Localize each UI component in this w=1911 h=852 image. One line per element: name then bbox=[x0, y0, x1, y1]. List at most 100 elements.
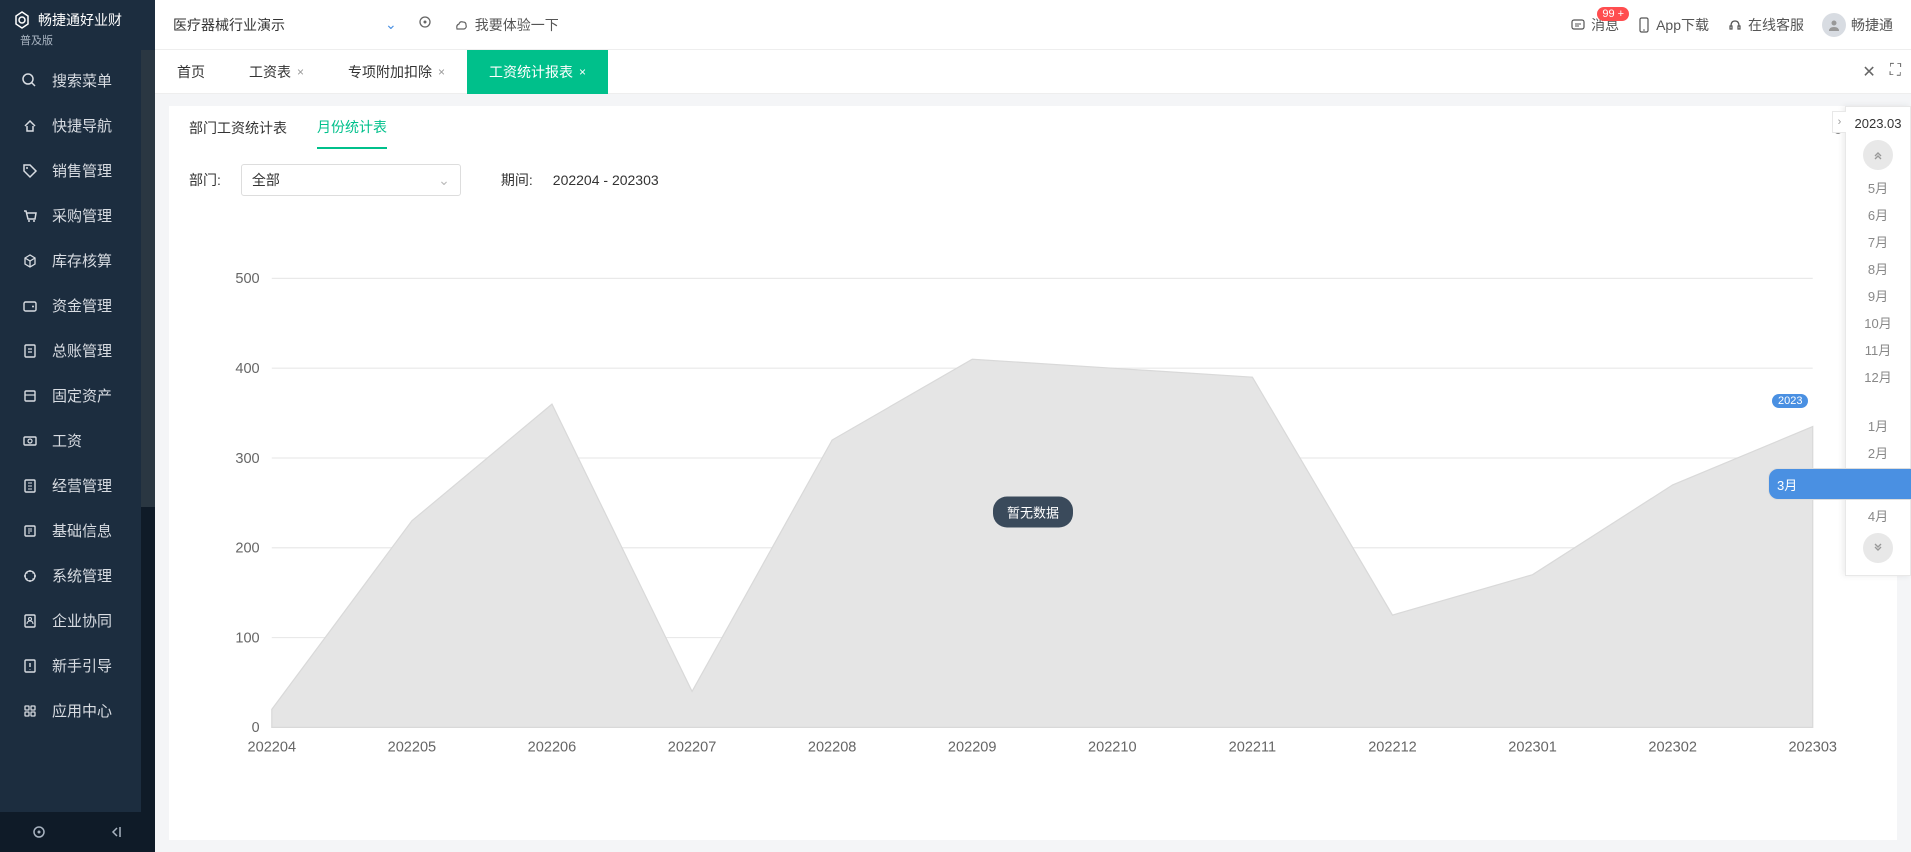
tab-close-icon[interactable]: × bbox=[297, 65, 304, 79]
sidebar-item-0[interactable]: 搜索菜单 bbox=[0, 58, 155, 103]
sidebar-item-11[interactable]: 系统管理 bbox=[0, 553, 155, 598]
sidebar-item-3[interactable]: 采购管理 bbox=[0, 193, 155, 238]
user-menu[interactable]: 畅捷通 bbox=[1822, 13, 1893, 37]
sidebar-item-4[interactable]: 库存核算 bbox=[0, 238, 155, 283]
ledger-icon bbox=[20, 341, 40, 361]
sidebar-item-label: 企业协同 bbox=[52, 610, 112, 631]
main: 医疗器械行业演示 ⌄ 我要体验一下 消息 99 + App下载 bbox=[155, 0, 1911, 852]
month-item[interactable]: 10月 bbox=[1864, 311, 1891, 334]
stats-card: 部门工资统计表月份统计表 刷新 部门: 全部 ⌄ 期间: 202204 - 20… bbox=[169, 106, 1897, 840]
tab-label: 工资表 bbox=[249, 62, 291, 82]
month-panel-toggle[interactable]: › bbox=[1832, 111, 1846, 133]
svg-text:0: 0 bbox=[252, 720, 260, 736]
settings-icon[interactable] bbox=[0, 812, 78, 852]
expand-icon[interactable]: ⛶ bbox=[1890, 62, 1901, 82]
svg-text:202206: 202206 bbox=[528, 740, 577, 756]
month-item[interactable]: 5月 bbox=[1868, 176, 1888, 199]
sidebar-item-5[interactable]: 资金管理 bbox=[0, 283, 155, 328]
sidebar-item-7[interactable]: 固定资产 bbox=[0, 373, 155, 418]
month-item[interactable]: 11月 bbox=[1865, 338, 1892, 361]
sidebar-scrollbar-thumb[interactable] bbox=[141, 50, 155, 507]
sidebar-item-9[interactable]: 经营管理 bbox=[0, 463, 155, 508]
svg-text:202204: 202204 bbox=[248, 740, 297, 756]
apps-icon bbox=[20, 701, 40, 721]
month-item[interactable]: 1月 bbox=[1868, 414, 1888, 437]
collapse-icon[interactable] bbox=[78, 812, 156, 852]
month-scroll-down[interactable] bbox=[1863, 533, 1893, 563]
gear-icon[interactable] bbox=[417, 14, 433, 35]
asset-icon bbox=[20, 386, 40, 406]
sidebar: 畅捷通好业财 普及版 搜索菜单快捷导航销售管理采购管理库存核算资金管理总账管理固… bbox=[0, 0, 155, 852]
subtabs: 部门工资统计表月份统计表 刷新 bbox=[169, 106, 1897, 150]
tab-close-icon[interactable]: × bbox=[438, 65, 445, 79]
chart-container: 0100200300400500202204202205202206202207… bbox=[169, 210, 1897, 840]
sidebar-item-12[interactable]: 企业协同 bbox=[0, 598, 155, 643]
sidebar-nav: 搜索菜单快捷导航销售管理采购管理库存核算资金管理总账管理固定资产工资经营管理基础… bbox=[0, 58, 155, 812]
dept-select[interactable]: 全部 ⌄ bbox=[241, 164, 461, 196]
sidebar-item-10[interactable]: 基础信息 bbox=[0, 508, 155, 553]
guide-icon bbox=[20, 656, 40, 676]
month-item[interactable]: 4月 bbox=[1868, 504, 1888, 527]
project-selector[interactable]: 医疗器械行业演示 ⌄ bbox=[173, 15, 397, 35]
sidebar-scrollbar[interactable] bbox=[141, 50, 155, 812]
content: 部门工资统计表月份统计表 刷新 部门: 全部 ⌄ 期间: 202204 - 20… bbox=[155, 94, 1911, 852]
brand-name: 畅捷通好业财 bbox=[38, 10, 122, 30]
no-data-badge: 暂无数据 bbox=[993, 497, 1073, 528]
trial-link[interactable]: 我要体验一下 bbox=[453, 15, 559, 35]
svg-text:202211: 202211 bbox=[1229, 740, 1276, 756]
team-icon bbox=[20, 611, 40, 631]
month-picker-panel: › 2023.03 5月6月7月8月9月10月11月12月20231月2月3月4… bbox=[1845, 106, 1911, 576]
svg-text:202212: 202212 bbox=[1368, 740, 1417, 756]
sidebar-item-1[interactable]: 快捷导航 bbox=[0, 103, 155, 148]
month-item[interactable]: 12月 bbox=[1864, 365, 1891, 388]
subtab-1[interactable]: 月份统计表 bbox=[317, 107, 387, 149]
close-tabs-icon[interactable]: ✕ bbox=[1862, 62, 1875, 82]
dept-value: 全部 bbox=[252, 170, 280, 190]
svg-text:100: 100 bbox=[235, 630, 259, 646]
sidebar-item-14[interactable]: 应用中心 bbox=[0, 688, 155, 733]
sidebar-item-6[interactable]: 总账管理 bbox=[0, 328, 155, 373]
tab-2[interactable]: 专项附加扣除× bbox=[326, 50, 467, 94]
topbar: 医疗器械行业演示 ⌄ 我要体验一下 消息 99 + App下载 bbox=[155, 0, 1911, 50]
period-value: 202204 - 202303 bbox=[553, 172, 659, 188]
month-item[interactable]: 9月 bbox=[1868, 284, 1888, 307]
sidebar-item-label: 新手引导 bbox=[52, 655, 112, 676]
chevron-down-icon: ⌄ bbox=[438, 172, 450, 189]
sidebar-item-label: 基础信息 bbox=[52, 520, 112, 541]
tab-0[interactable]: 首页 bbox=[155, 50, 227, 94]
tab-3[interactable]: 工资统计报表× bbox=[467, 50, 608, 94]
messages-link[interactable]: 消息 99 + bbox=[1570, 15, 1619, 35]
month-item[interactable]: 2月 bbox=[1868, 441, 1888, 464]
month-item[interactable]: 8月 bbox=[1868, 257, 1888, 280]
sidebar-item-2[interactable]: 销售管理 bbox=[0, 148, 155, 193]
sidebar-item-label: 工资 bbox=[52, 430, 82, 451]
sidebar-item-13[interactable]: 新手引导 bbox=[0, 643, 155, 688]
app-download-link[interactable]: App下载 bbox=[1637, 15, 1709, 35]
tag-icon bbox=[20, 161, 40, 181]
svg-text:300: 300 bbox=[235, 451, 259, 467]
month-item[interactable]: 7月 bbox=[1868, 230, 1888, 253]
svg-text:202210: 202210 bbox=[1088, 740, 1137, 756]
project-name: 医疗器械行业演示 bbox=[173, 15, 285, 35]
subtab-0[interactable]: 部门工资统计表 bbox=[189, 108, 287, 148]
sidebar-item-label: 快捷导航 bbox=[52, 115, 112, 136]
svg-text:400: 400 bbox=[235, 361, 259, 377]
messages-badge: 99 + bbox=[1597, 7, 1629, 21]
month-item[interactable]: 6月 bbox=[1868, 203, 1888, 226]
month-current: 2023.03 bbox=[1855, 113, 1902, 134]
tab-close-icon[interactable]: × bbox=[579, 65, 586, 79]
home-icon bbox=[20, 116, 40, 136]
year-tag: 2023 bbox=[1772, 394, 1808, 408]
tab-1[interactable]: 工资表 × bbox=[227, 50, 326, 94]
svg-text:202303: 202303 bbox=[1788, 740, 1837, 756]
month-scroll-up[interactable] bbox=[1863, 140, 1893, 170]
sidebar-item-8[interactable]: 工资 bbox=[0, 418, 155, 463]
svg-text:200: 200 bbox=[235, 541, 259, 557]
dept-label: 部门: bbox=[189, 170, 221, 190]
biz-icon bbox=[20, 476, 40, 496]
sys-icon bbox=[20, 566, 40, 586]
wallet-icon bbox=[20, 296, 40, 316]
customer-service-link[interactable]: 在线客服 bbox=[1727, 15, 1804, 35]
filters: 部门: 全部 ⌄ 期间: 202204 - 202303 bbox=[169, 150, 1897, 210]
month-item[interactable]: 3月 bbox=[1768, 468, 1911, 500]
